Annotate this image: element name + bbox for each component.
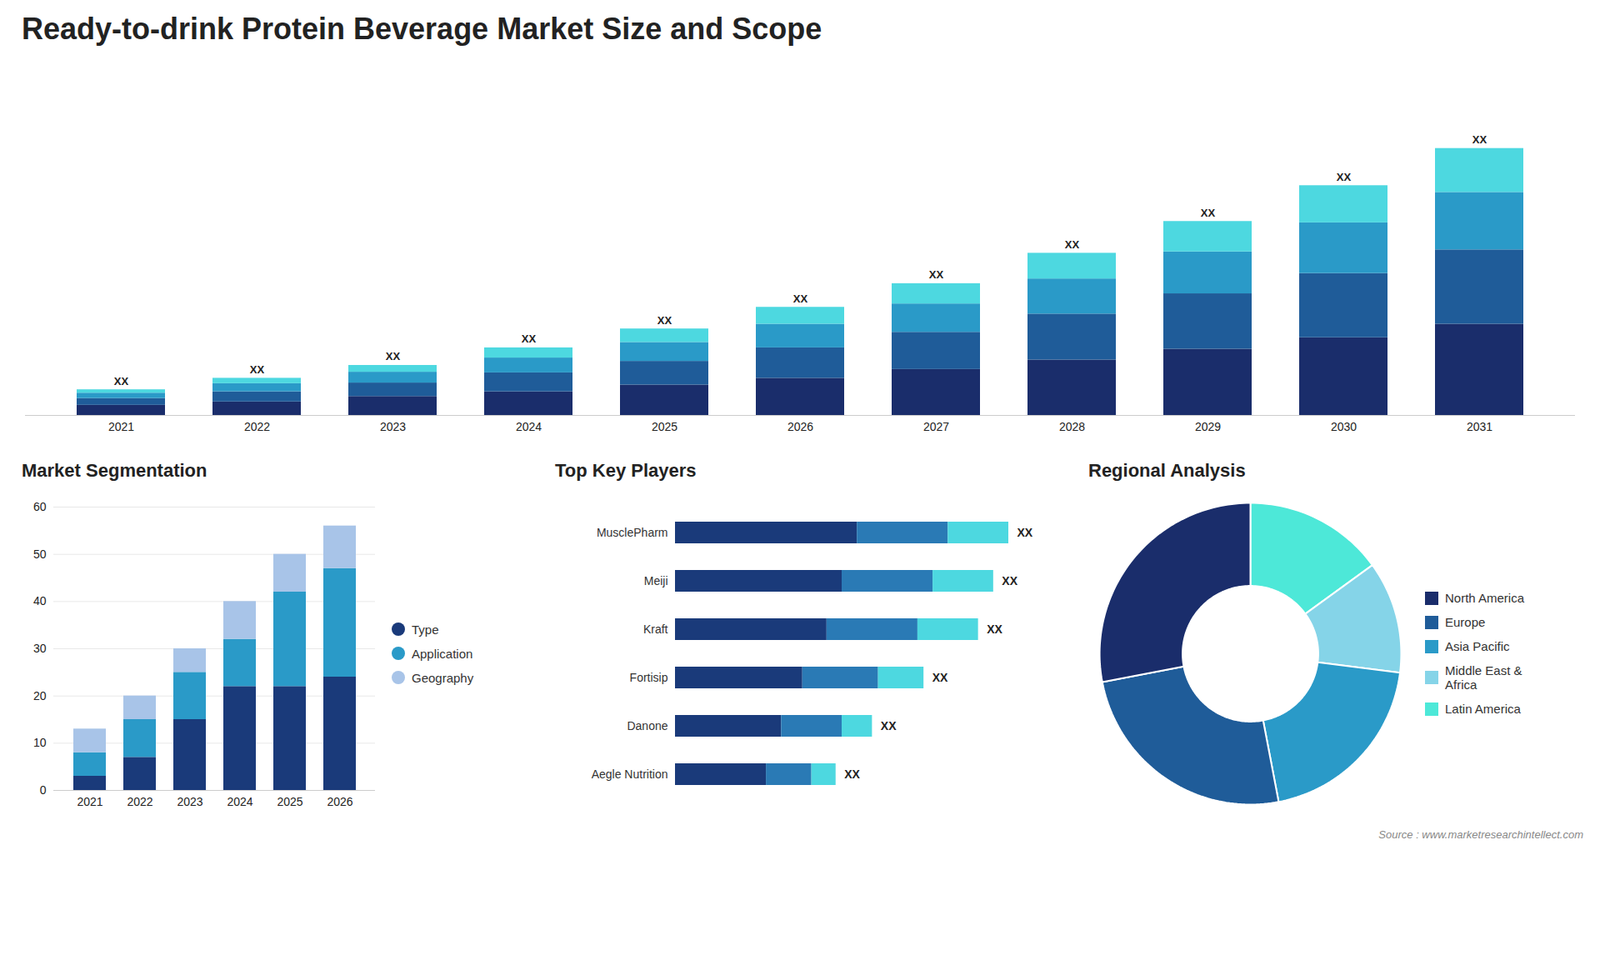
svg-text:XX: XX [1065,238,1080,251]
html-text:Europe: Europe [1445,615,1486,630]
svg-text:XX: XX [657,314,673,327]
html-text:Asia Pacific: Asia Pacific [1445,639,1510,654]
html-text:Market Segmentation: Market Segmentation [21,460,208,481]
svg-text:XX: XX [880,719,897,733]
html-text:North America: North America [1445,590,1525,605]
svg-text:XX: XX [932,670,949,685]
svg-text:2026: 2026 [787,420,814,434]
svg-text:2027: 2027 [923,420,950,434]
svg-text:2026: 2026 [326,795,353,809]
svg-text:0: 0 [40,783,47,797]
svg-text:2031: 2031 [1466,420,1493,434]
svg-text:Aegle Nutrition: Aegle Nutrition [591,767,669,781]
html-text:Latin America: Latin America [1445,701,1521,716]
svg-text:2024: 2024 [226,795,253,809]
svg-text:Fortisip: Fortisip [630,670,669,685]
svg-text:2025: 2025 [276,795,303,809]
html-text:Source : www.marketresearchint: Source : www.marketresearchintellect.com [1378,828,1584,841]
svg-text:XX: XX [1336,170,1352,184]
svg-text:2022: 2022 [244,420,270,434]
html-text:Middle East & Africa: Middle East & Africa [1445,663,1523,692]
svg-text:2023: 2023 [380,420,406,434]
svg-text:10: 10 [33,735,47,750]
svg-text:2023: 2023 [176,795,203,809]
svg-text:XX: XX [114,375,130,388]
html-text:Geography: Geography [411,670,474,685]
svg-text:60: 60 [33,500,47,514]
svg-text:2022: 2022 [126,795,153,809]
html-text:Type: Type [411,622,439,637]
svg-text:XX: XX [1017,525,1034,540]
html-text:Regional Analysis: Regional Analysis [1088,460,1246,481]
svg-text:Danone: Danone [626,719,668,733]
svg-text:XX: XX [1200,206,1216,220]
svg-text:Kraft: Kraft [643,622,669,636]
svg-text:XX: XX [793,292,809,305]
svg-text:XX: XX [986,622,1003,636]
svg-text:2024: 2024 [515,420,542,434]
svg-text:40: 40 [33,594,47,608]
svg-text:2025: 2025 [651,420,678,434]
html-text:Application: Application [411,646,473,661]
svg-text:MusclePharm: MusclePharm [596,525,669,540]
svg-text:2021: 2021 [76,795,103,809]
svg-text:Meiji: Meiji [644,574,669,588]
svg-text:XX: XX [250,363,265,376]
svg-text:2029: 2029 [1195,420,1221,434]
svg-text:2030: 2030 [1330,420,1357,434]
svg-text:50: 50 [33,547,47,561]
svg-text:XX: XX [1472,133,1488,146]
svg-text:2028: 2028 [1059,420,1085,434]
svg-text:XX: XX [521,332,537,345]
svg-text:2021: 2021 [108,420,135,434]
html-text:Top Key Players: Top Key Players [555,460,697,481]
html-text:Ready-to-drink Protein Beverag: Ready-to-drink Protein Beverage Market S… [21,11,822,46]
svg-text:XX: XX [844,767,860,781]
svg-text:30: 30 [33,641,47,655]
svg-text:20: 20 [33,689,47,703]
svg-text:XX: XX [385,350,401,363]
svg-text:XX: XX [929,268,945,281]
svg-text:XX: XX [1001,574,1018,588]
